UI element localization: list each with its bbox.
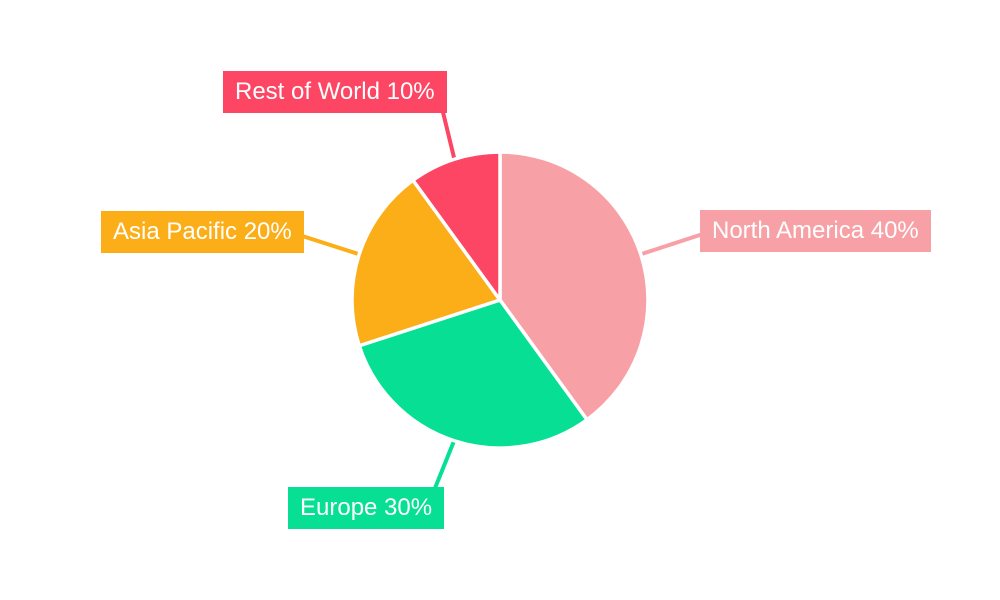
callout-lines-group bbox=[295, 103, 707, 494]
callout-line-rest-of-world bbox=[439, 103, 457, 162]
callout-label-rest-of-world: Rest of World 10% bbox=[223, 71, 447, 113]
pie-slice-europe[interactable] bbox=[357, 298, 589, 450]
callout-line-europe bbox=[431, 438, 457, 494]
callout-line-north-america bbox=[638, 231, 707, 257]
callout-line-asia-pacific bbox=[295, 232, 362, 257]
pie-slice-north-america[interactable] bbox=[498, 150, 650, 422]
pie-slices-group bbox=[350, 150, 650, 450]
callout-label-europe: Europe 30% bbox=[288, 487, 445, 529]
callout-label-north-america: North America 40% bbox=[700, 210, 931, 252]
callout-label-asia-pacific: Asia Pacific 20% bbox=[101, 211, 304, 253]
pie-slice-asia-pacific[interactable] bbox=[350, 178, 502, 348]
pie-slice-rest-of-world[interactable] bbox=[411, 150, 502, 302]
